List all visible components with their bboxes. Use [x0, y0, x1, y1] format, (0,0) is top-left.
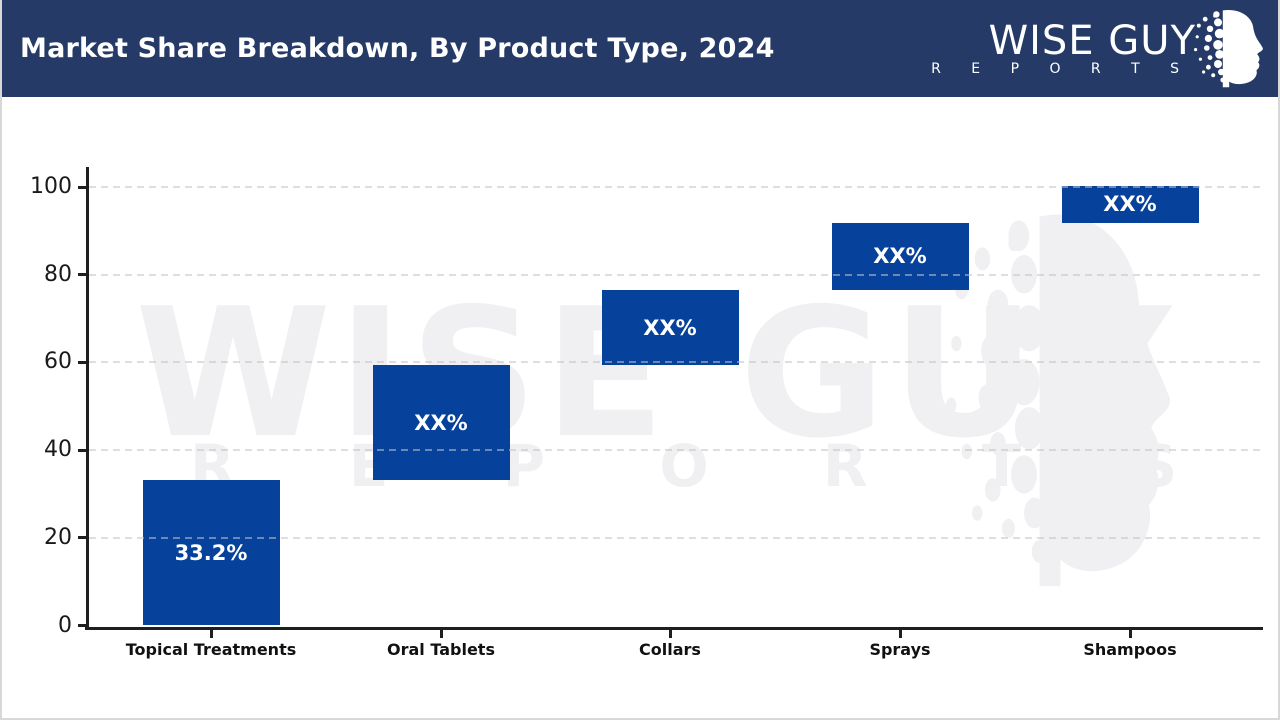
- y-tick-mark: [78, 360, 87, 364]
- bar-value-label: XX%: [414, 410, 468, 435]
- x-tick-mark: [898, 630, 902, 638]
- y-tick-mark: [78, 536, 87, 540]
- y-tick-mark: [78, 273, 87, 277]
- bar-shampoos: [1061, 186, 1199, 223]
- bar-value-label: XX%: [1103, 192, 1157, 217]
- wiseguy-logo: WISE GUY R E P O R T S: [931, 6, 1266, 90]
- bar-collars: [601, 290, 739, 366]
- y-tick-mark: [78, 624, 87, 627]
- category-label: Oral Tablets: [387, 640, 495, 659]
- logo-reports-text: R E P O R T S: [931, 61, 1192, 77]
- bar-oral-tablets: [372, 365, 510, 480]
- y-tick-label: 0: [58, 612, 72, 638]
- y-tick-mark: [78, 448, 87, 452]
- bar-topical-treatments: [142, 479, 280, 626]
- x-axis-line: [85, 627, 1263, 630]
- bar-value-label: 33.2%: [174, 540, 248, 565]
- y-tick-label: 60: [44, 349, 72, 375]
- header-bar: Market Share Breakdown, By Product Type,…: [0, 0, 1280, 97]
- gridline-100: [89, 186, 1262, 188]
- x-tick-mark: [1128, 630, 1132, 638]
- bar-value-label: XX%: [643, 315, 697, 340]
- category-label: Topical Treatments: [125, 640, 297, 659]
- y-tick-label: 100: [30, 174, 72, 199]
- bar-sprays: [831, 222, 969, 291]
- logo-wiseguy-text: WISE GUY: [988, 18, 1196, 64]
- category-label: Shampoos: [1083, 640, 1177, 659]
- gridline-40: [89, 449, 1262, 452]
- wiseguy-head-logo-icon: [1186, 6, 1266, 90]
- category-label: Collars: [639, 640, 701, 659]
- y-tick-label: 80: [44, 261, 72, 287]
- category-label: Sprays: [869, 640, 931, 659]
- x-tick-mark: [439, 630, 443, 638]
- y-tick-label: 40: [44, 437, 72, 463]
- x-tick-mark: [209, 630, 213, 638]
- y-tick-mark: [78, 185, 87, 189]
- gridline-20: [89, 536, 1262, 539]
- x-tick-mark: [668, 630, 672, 638]
- gridline-60: [89, 361, 1262, 364]
- bar-value-label: XX%: [873, 244, 927, 269]
- page-title: Market Share Breakdown, By Product Type,…: [20, 33, 775, 64]
- gridline-80: [89, 273, 1262, 276]
- y-axis-line: [86, 167, 89, 630]
- y-tick-label: 20: [44, 524, 72, 550]
